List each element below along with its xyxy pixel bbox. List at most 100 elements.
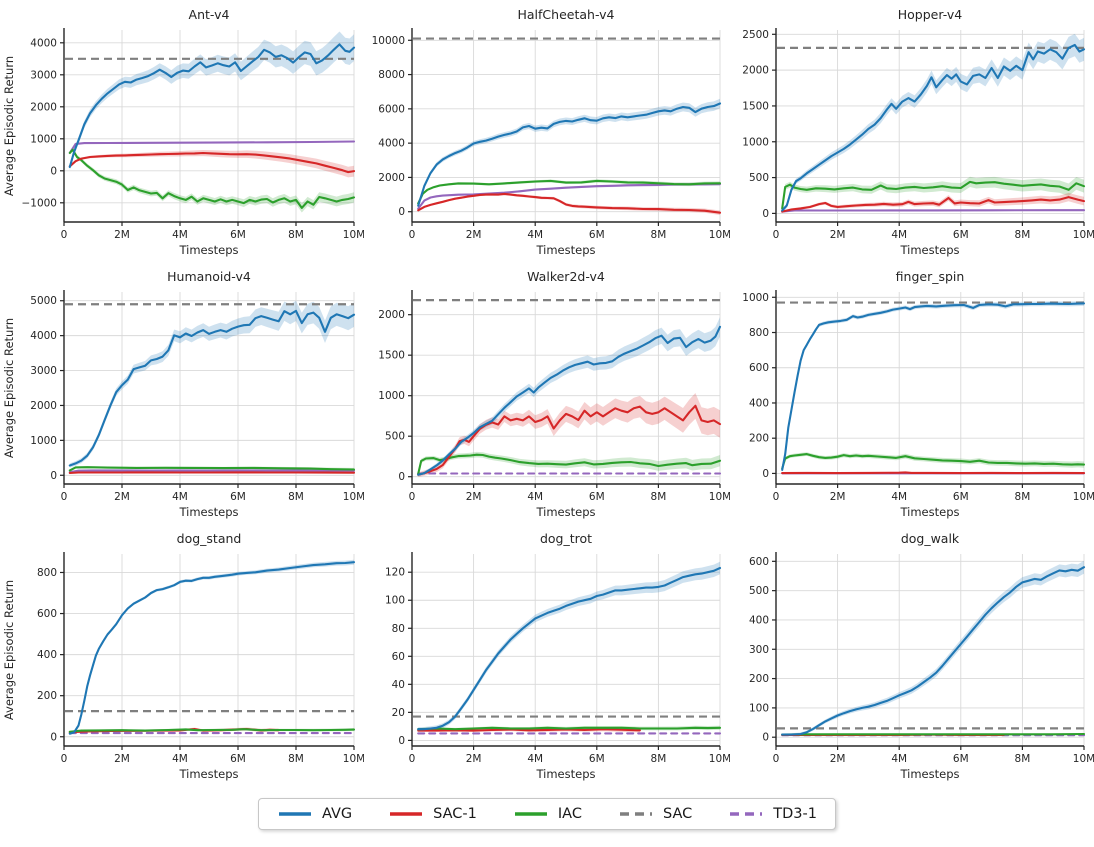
plot-cell-ant-v4: 0 2M 4M 6M 8M 10M −1000 0 1000 2000 3000 4000 Ant-v4… bbox=[0, 4, 366, 266]
y-tick-label: 0 bbox=[762, 468, 769, 480]
x-tick-label: 8M bbox=[651, 753, 667, 765]
band-avg bbox=[782, 301, 1084, 472]
y-tick-label: 120 bbox=[385, 567, 405, 579]
x-tick-label: 8M bbox=[288, 229, 304, 241]
plot-cell-dog-trot: 0 2M 4M 6M 8M 10M 0 20 40 60 80 100 120 dog_trot Times… bbox=[366, 528, 731, 790]
x-axis-label: Timesteps bbox=[178, 767, 238, 781]
legend-item-sac-1: SAC-1 bbox=[388, 806, 477, 822]
y-tick-label: 2000 bbox=[30, 101, 57, 113]
x-tick-label: 10M bbox=[709, 753, 730, 765]
line-sac-1 bbox=[417, 192, 722, 214]
x-tick-label: 0 bbox=[61, 753, 68, 765]
line-iac bbox=[781, 732, 1086, 736]
y-tick-label: 6000 bbox=[378, 103, 405, 115]
plot-cell-humanoid-v4: 0 2M 4M 6M 8M 10M 0 1000 2000 3000 4000 5000 Humanoi… bbox=[0, 266, 366, 528]
line-avg bbox=[417, 325, 722, 476]
plots-grid: 0 2M 4M 6M 8M 10M −1000 0 1000 2000 3000 4000 Ant-v4… bbox=[0, 4, 1094, 790]
x-tick-label: 8M bbox=[288, 753, 304, 765]
x-tick-label: 4M bbox=[527, 753, 543, 765]
x-axis-label: Timesteps bbox=[899, 767, 959, 781]
y-tick-label: 80 bbox=[392, 623, 405, 635]
x-tick-label: 10M bbox=[343, 753, 364, 765]
x-tick-label: 0 bbox=[61, 491, 68, 503]
y-tick-label: 0 bbox=[762, 732, 769, 744]
y-tick-label: 2000 bbox=[378, 309, 405, 321]
x-tick-label: 6M bbox=[230, 753, 246, 765]
line-avg bbox=[417, 102, 722, 207]
legend-line-sac bbox=[619, 812, 652, 816]
line-avg bbox=[417, 566, 722, 731]
legend-label: TD3-1 bbox=[773, 806, 817, 822]
line-iac bbox=[68, 728, 356, 733]
legend-label: SAC bbox=[662, 806, 693, 822]
x-tick-label: 8M bbox=[651, 491, 667, 503]
line-avg bbox=[781, 43, 1086, 212]
legend-item-avg: AVG bbox=[277, 806, 352, 822]
line-td3-1 bbox=[68, 140, 356, 154]
plot-title: dog_walk bbox=[901, 531, 960, 546]
y-tick-label: 10000 bbox=[372, 35, 405, 47]
y-tick-label: 2000 bbox=[30, 400, 57, 412]
plot-svg: 0 2M 4M 6M 8M 10M 0 500 1000 1500 2000 2500 Hopper-v… bbox=[742, 7, 1094, 257]
band-iac bbox=[69, 147, 355, 213]
plot-cell-dog-stand: 0 2M 4M 6M 8M 10M 0 200 400 600 800 dog_stand Timest… bbox=[0, 528, 366, 790]
y-tick-label: 4000 bbox=[30, 330, 57, 342]
x-axis-label: Timesteps bbox=[899, 243, 959, 257]
band-avg bbox=[782, 33, 1084, 213]
x-tick-label: 2M bbox=[830, 753, 846, 765]
y-tick-label: 100 bbox=[385, 595, 405, 607]
x-tick-label: 8M bbox=[1015, 491, 1031, 503]
y-tick-label: 0 bbox=[50, 165, 57, 177]
y-axis-label: Average Episodic Return bbox=[2, 580, 16, 720]
x-tick-label: 0 bbox=[773, 491, 780, 503]
y-tick-label: 300 bbox=[749, 644, 769, 656]
plot-title: dog_stand bbox=[177, 531, 242, 546]
x-tick-label: 10M bbox=[709, 229, 730, 241]
band-avg bbox=[69, 300, 355, 468]
y-tick-label: 200 bbox=[749, 673, 769, 685]
y-tick-label: 400 bbox=[37, 649, 57, 661]
plot-svg: 0 2M 4M 6M 8M 10M 0 500 1000 1500 2000 Walker2d-v4 T… bbox=[378, 269, 731, 519]
x-tick-label: 10M bbox=[343, 229, 364, 241]
x-tick-label: 10M bbox=[1073, 753, 1094, 765]
legend-line-iac bbox=[514, 812, 547, 816]
x-tick-label: 2M bbox=[466, 491, 482, 503]
legend-label: IAC bbox=[557, 806, 582, 822]
x-tick-label: 6M bbox=[230, 229, 246, 241]
x-tick-label: 6M bbox=[953, 491, 969, 503]
x-tick-label: 4M bbox=[527, 491, 543, 503]
y-tick-label: 60 bbox=[392, 651, 405, 663]
y-tick-label: 800 bbox=[749, 327, 769, 339]
band-avg bbox=[418, 561, 720, 732]
band-avg bbox=[418, 98, 720, 208]
y-tick-label: 20 bbox=[392, 707, 405, 719]
line-iac bbox=[781, 453, 1086, 470]
y-tick-label: 1000 bbox=[378, 390, 405, 402]
y-tick-label: 1000 bbox=[742, 136, 769, 148]
plot-title: Walker2d-v4 bbox=[527, 269, 605, 284]
figure: 0 2M 4M 6M 8M 10M −1000 0 1000 2000 3000 4000 Ant-v4… bbox=[0, 4, 1094, 830]
x-tick-label: 4M bbox=[891, 491, 907, 503]
plot-title: finger_spin bbox=[896, 269, 965, 284]
line-sac-1 bbox=[68, 471, 356, 475]
line-td3-1 bbox=[781, 209, 1086, 213]
x-tick-label: 6M bbox=[953, 229, 969, 241]
y-tick-label: 1000 bbox=[30, 435, 57, 447]
y-tick-label: 500 bbox=[749, 585, 769, 597]
plot-svg: 0 2M 4M 6M 8M 10M 0 200 400 600 800 dog_stand Timest… bbox=[2, 531, 365, 781]
x-axis-label: Timesteps bbox=[899, 505, 959, 519]
y-tick-label: 5000 bbox=[30, 295, 57, 307]
x-tick-label: 8M bbox=[1015, 229, 1031, 241]
x-tick-label: 2M bbox=[114, 229, 130, 241]
plot-title: Ant-v4 bbox=[189, 7, 230, 22]
legend-item-td3-1: TD3-1 bbox=[728, 806, 817, 822]
band-avg bbox=[69, 559, 355, 735]
y-tick-label: 0 bbox=[398, 206, 405, 218]
line-iac bbox=[417, 453, 722, 475]
y-tick-label: 1500 bbox=[742, 100, 769, 112]
y-tick-label: 0 bbox=[50, 470, 57, 482]
x-tick-label: 4M bbox=[172, 491, 188, 503]
x-tick-label: 2M bbox=[466, 753, 482, 765]
y-tick-label: 200 bbox=[37, 690, 57, 702]
plot-cell-hopper-v4: 0 2M 4M 6M 8M 10M 0 500 1000 1500 2000 2500 Hopper-v… bbox=[730, 4, 1094, 266]
